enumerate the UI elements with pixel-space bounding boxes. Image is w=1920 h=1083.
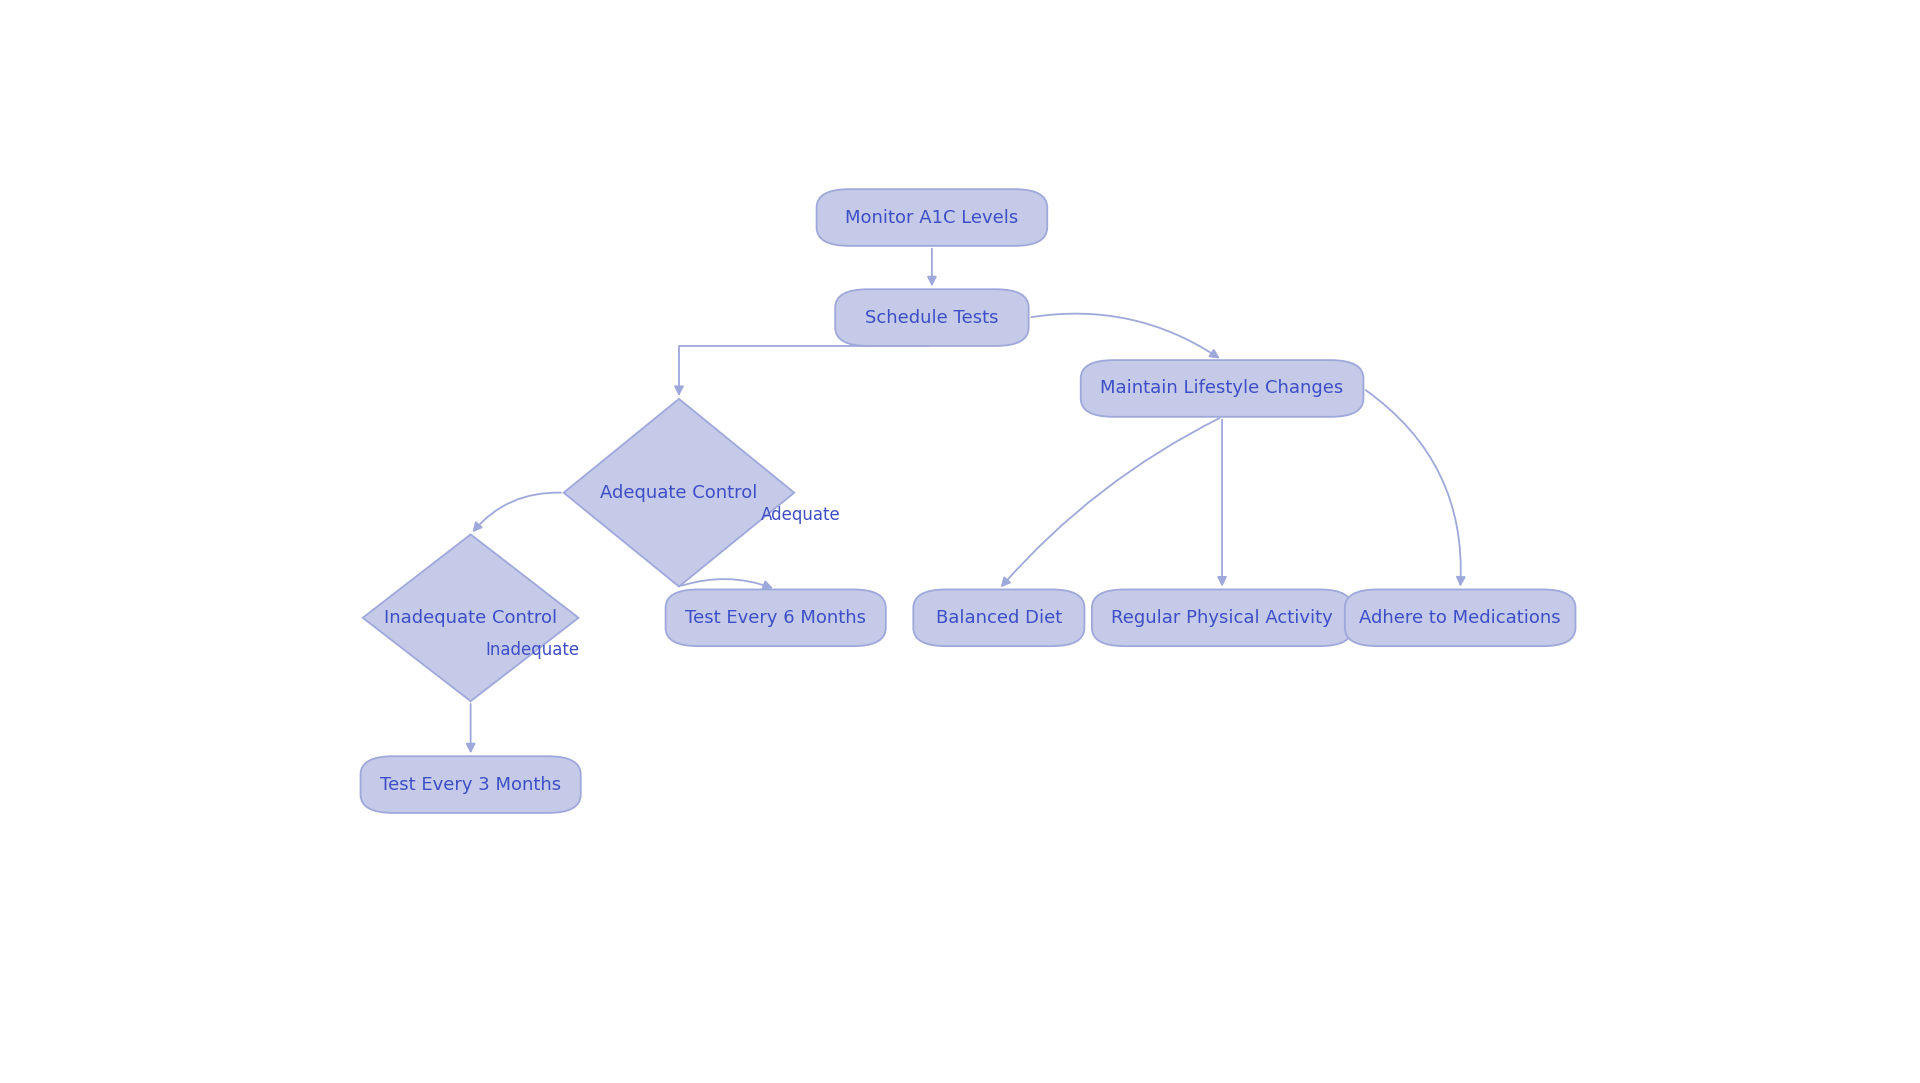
Text: Inadequate: Inadequate [486, 641, 580, 660]
FancyBboxPatch shape [1081, 361, 1363, 417]
Polygon shape [363, 534, 578, 701]
FancyBboxPatch shape [1092, 589, 1352, 647]
Text: Regular Physical Activity: Regular Physical Activity [1112, 609, 1332, 627]
Text: Schedule Tests: Schedule Tests [866, 309, 998, 327]
Text: Adequate Control: Adequate Control [601, 484, 758, 501]
Polygon shape [564, 399, 795, 587]
Text: Monitor A1C Levels: Monitor A1C Levels [845, 209, 1018, 226]
Text: Balanced Diet: Balanced Diet [935, 609, 1062, 627]
FancyBboxPatch shape [666, 589, 885, 647]
Text: Adhere to Medications: Adhere to Medications [1359, 609, 1561, 627]
FancyBboxPatch shape [914, 589, 1085, 647]
FancyBboxPatch shape [816, 190, 1046, 246]
Text: Test Every 3 Months: Test Every 3 Months [380, 775, 561, 794]
Text: Maintain Lifestyle Changes: Maintain Lifestyle Changes [1100, 379, 1344, 397]
Text: Adequate: Adequate [760, 506, 841, 524]
FancyBboxPatch shape [1344, 589, 1576, 647]
Text: Inadequate Control: Inadequate Control [384, 609, 557, 627]
FancyBboxPatch shape [835, 289, 1029, 345]
Text: Test Every 6 Months: Test Every 6 Months [685, 609, 866, 627]
FancyBboxPatch shape [361, 756, 580, 813]
